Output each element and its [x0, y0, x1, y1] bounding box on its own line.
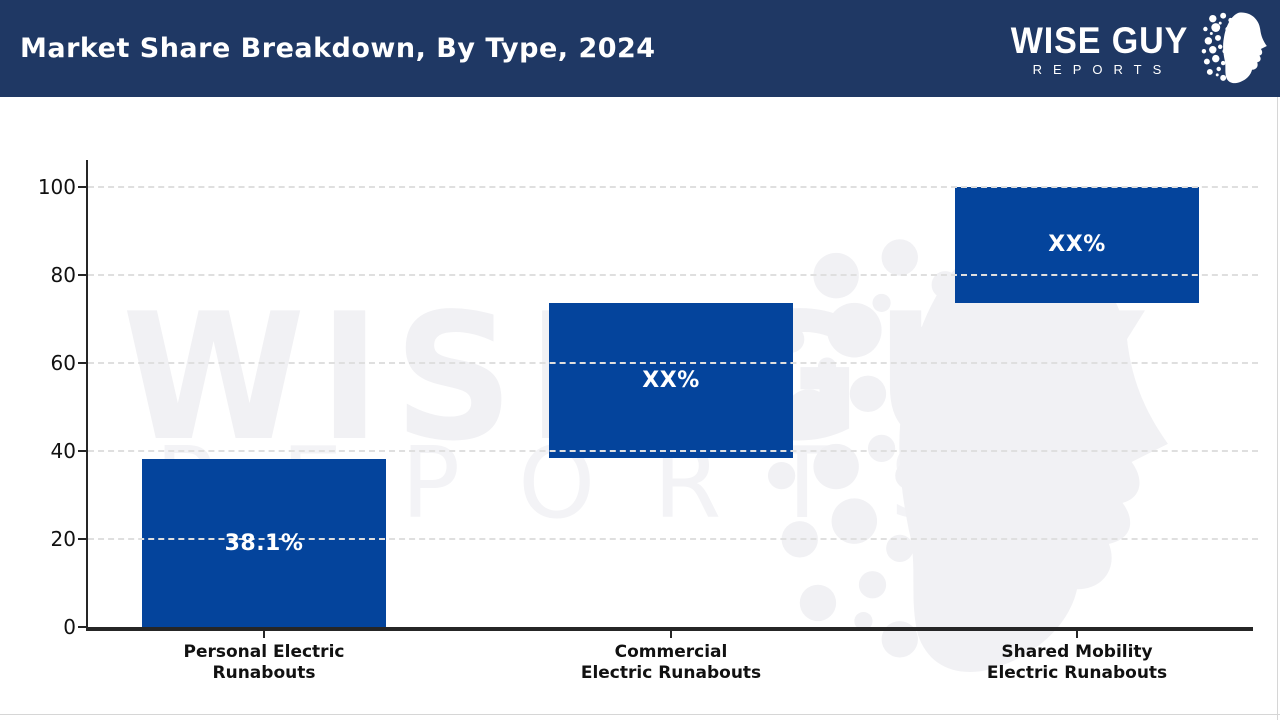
- frame-right-border: [1277, 97, 1278, 720]
- bar-value-label: 38.1%: [224, 530, 304, 556]
- y-tick-label: 20: [50, 527, 76, 551]
- y-tick-label: 80: [50, 263, 76, 287]
- y-tick-mark: [78, 450, 86, 452]
- x-tick-mark: [1076, 631, 1078, 638]
- x-category-label: Personal Electric Runabouts: [183, 642, 345, 683]
- y-axis-line: [86, 160, 88, 631]
- y-tick-mark: [78, 362, 86, 364]
- y-tick-mark: [78, 186, 86, 188]
- bar: [955, 187, 1199, 303]
- y-tick-mark: [78, 538, 86, 540]
- x-category-label: Shared Mobility Electric Runabouts: [986, 642, 1168, 683]
- bar: [549, 303, 793, 459]
- y-tick-label: 40: [50, 439, 76, 463]
- x-category-label: Commercial Electric Runabouts: [580, 642, 762, 683]
- chart-area: WISE GUY REPORTS 02040608010038.1%Person…: [0, 97, 1280, 720]
- wiseguy-head-logo-icon: [1201, 12, 1267, 84]
- frame-bottom-border: [0, 714, 1280, 715]
- gridline: [88, 186, 1258, 188]
- y-tick-label: 60: [50, 351, 76, 375]
- y-tick-mark: [78, 626, 86, 628]
- wiseguy-reports-label: REPORTS: [1032, 61, 1173, 77]
- bar-value-label: XX%: [1048, 232, 1106, 258]
- gridline: [88, 362, 1258, 364]
- x-tick-mark: [263, 631, 265, 638]
- y-tick-label: 100: [37, 175, 76, 199]
- x-tick-mark: [670, 631, 672, 638]
- header-bar: Market Share Breakdown, By Type, 2024: [0, 0, 1280, 97]
- wiseguy-logo: WISE GUY REPORTS: [1003, 6, 1272, 92]
- x-axis-line: [86, 627, 1253, 631]
- gridline: [88, 450, 1258, 452]
- gridline: [88, 538, 1258, 540]
- wiseguy-logo-text: WISE GUY REPORTS: [1003, 22, 1196, 77]
- y-tick-label: 0: [63, 615, 76, 639]
- bar: [142, 459, 386, 627]
- y-tick-mark: [78, 274, 86, 276]
- wiseguy-wordmark: WISE GUY: [1010, 19, 1189, 61]
- gridline: [88, 274, 1258, 276]
- page-title: Market Share Breakdown, By Type, 2024: [20, 33, 656, 64]
- bar-value-label: XX%: [642, 368, 700, 394]
